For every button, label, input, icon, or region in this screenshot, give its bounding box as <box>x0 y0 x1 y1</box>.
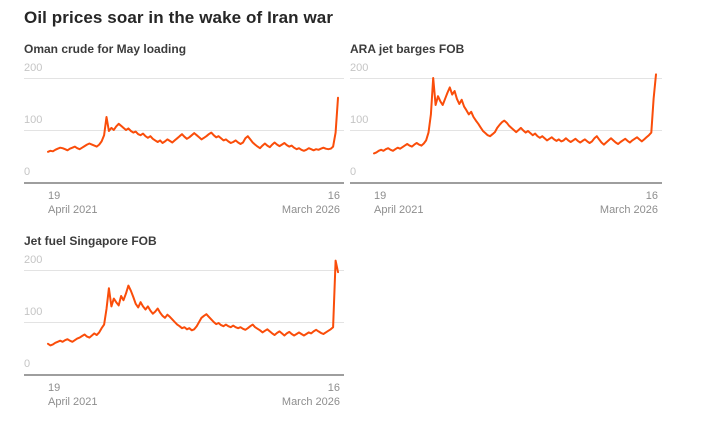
ytick-0: 0 <box>24 358 31 370</box>
xtick-start-day: 19 <box>48 382 61 394</box>
x-axis-labels: 19 April 2021 16 March 2026 <box>24 381 344 409</box>
chart-title: Jet fuel Singapore FOB <box>24 234 157 248</box>
ytick-0: 0 <box>24 166 31 178</box>
ytick-100: 100 <box>350 114 369 126</box>
xtick-end-date: March 2026 <box>599 204 658 216</box>
xtick-end-day: 16 <box>327 190 340 202</box>
xtick-start-date: April 2021 <box>374 204 424 216</box>
gridline-200 <box>350 78 662 79</box>
x-axis-line <box>24 374 344 376</box>
plot-area: 200 100 0 <box>350 53 662 184</box>
gridline-100 <box>24 322 344 323</box>
xtick-end: 16 March 2026 <box>282 381 340 409</box>
xtick-end-date: March 2026 <box>281 396 340 408</box>
price-line <box>47 96 339 153</box>
xtick-start: 19 April 2021 <box>48 189 98 217</box>
x-axis-line <box>350 182 662 184</box>
ytick-0: 0 <box>350 166 357 178</box>
chart-title: Oman crude for May loading <box>24 42 187 56</box>
ytick-200: 200 <box>24 254 43 266</box>
price-line <box>373 73 657 155</box>
xtick-start: 19 April 2021 <box>48 381 98 409</box>
xtick-start: 19 April 2021 <box>374 189 424 217</box>
xtick-end-date: March 2026 <box>281 204 340 216</box>
x-axis-line <box>24 182 344 184</box>
gridline-200 <box>24 78 344 79</box>
plot-area: 200 100 0 <box>24 245 344 376</box>
x-axis-labels: 19 April 2021 16 March 2026 <box>350 189 662 217</box>
gridline-100 <box>350 130 662 131</box>
chart-oman-crude-panel: Oman crude for May loading 200 100 0 19 … <box>24 42 344 222</box>
ytick-100: 100 <box>24 306 43 318</box>
gridline-200 <box>24 270 344 271</box>
page-title: Oil prices soar in the wake of Iran war <box>24 8 334 27</box>
xtick-start-date: April 2021 <box>48 396 98 408</box>
xtick-start-date: April 2021 <box>48 204 98 216</box>
xtick-end-day: 16 <box>327 382 340 394</box>
xtick-end: 16 March 2026 <box>600 189 658 217</box>
plot-area: 200 100 0 <box>24 53 344 184</box>
chart-title: ARA jet barges FOB <box>350 42 465 56</box>
gridline-100 <box>24 130 344 131</box>
xtick-end: 16 March 2026 <box>282 189 340 217</box>
x-axis-labels: 19 April 2021 16 March 2026 <box>24 189 344 217</box>
xtick-start-day: 19 <box>374 190 387 202</box>
chart-ara-jet-barges-panel: ARA jet barges FOB 200 100 0 19 April 20… <box>350 42 662 222</box>
xtick-start-day: 19 <box>48 190 61 202</box>
ytick-100: 100 <box>24 114 43 126</box>
xtick-end-day: 16 <box>645 190 658 202</box>
chart-jet-fuel-singapore-panel: Jet fuel Singapore FOB 200 100 0 19 Apri… <box>24 234 344 414</box>
ytick-200: 200 <box>350 62 369 74</box>
price-line <box>47 259 339 347</box>
ytick-200: 200 <box>24 62 43 74</box>
